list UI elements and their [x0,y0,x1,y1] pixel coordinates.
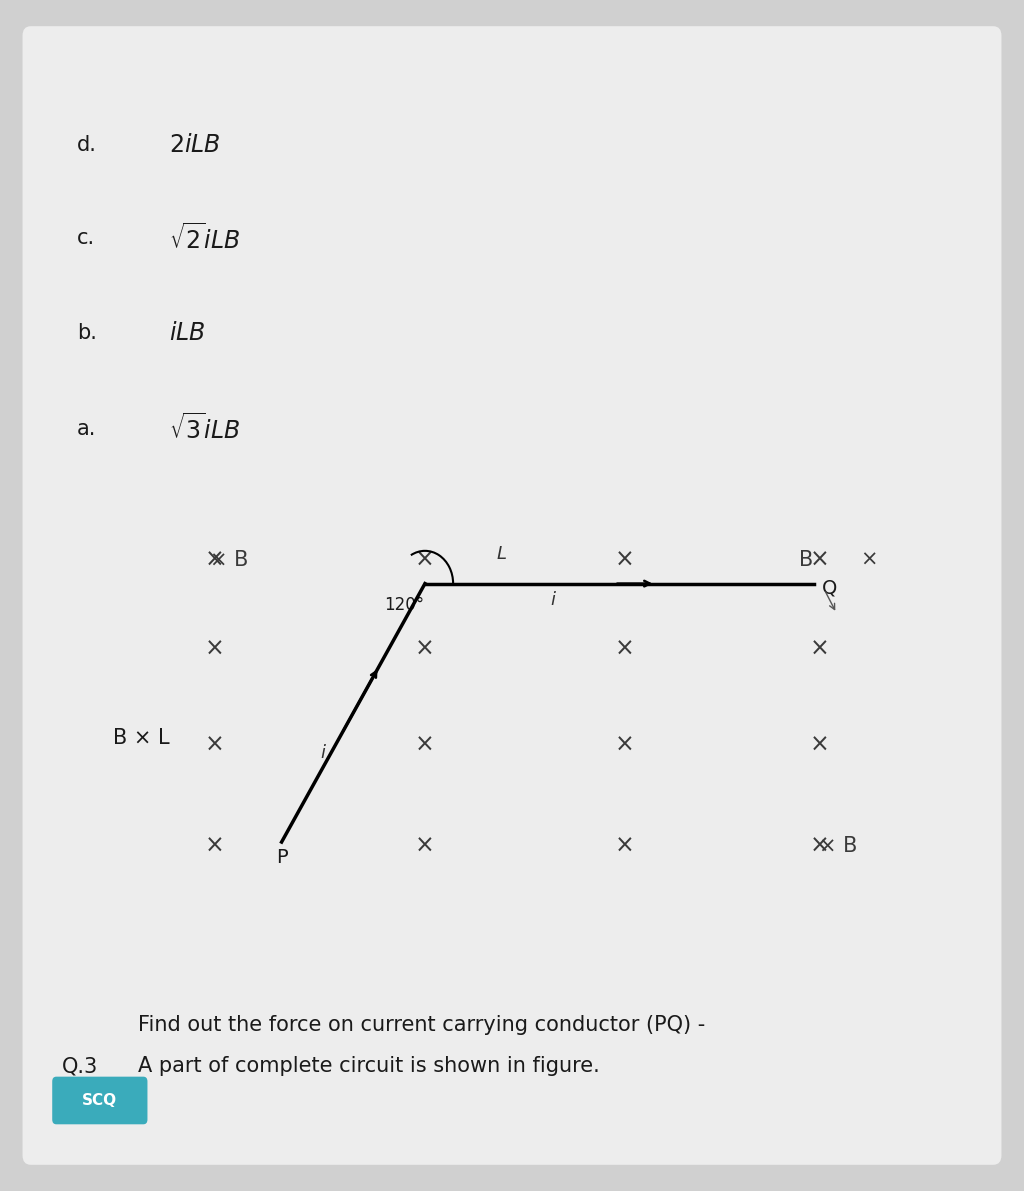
Text: Q: Q [822,579,838,598]
Text: c.: c. [77,229,95,248]
Text: ×: × [809,637,829,661]
FancyBboxPatch shape [52,1077,147,1124]
Text: $iLB$: $iLB$ [169,322,206,345]
Text: ×: × [415,637,435,661]
Text: i: i [321,743,325,762]
Text: ×: × [415,834,435,858]
Text: b.: b. [77,324,96,343]
Text: × B: × B [819,836,857,855]
Text: ×: × [809,548,829,572]
Text: ×: × [614,732,635,756]
Text: ×: × [614,548,635,572]
Text: $2iLB$: $2iLB$ [169,133,220,157]
Text: SCQ: SCQ [82,1093,117,1108]
Text: a.: a. [77,419,96,438]
Text: ×: × [415,732,435,756]
Text: i: i [551,591,555,610]
Text: ×: × [614,834,635,858]
Text: Find out the force on current carrying conductor (PQ) -: Find out the force on current carrying c… [138,1015,706,1035]
Text: ×: × [614,637,635,661]
Text: L: L [497,544,507,563]
Text: ×: × [809,834,829,858]
Text: A part of complete circuit is shown in figure.: A part of complete circuit is shown in f… [138,1056,600,1077]
Text: ×: × [809,732,829,756]
Text: B × L: B × L [113,729,169,748]
Text: $\sqrt{3}iLB$: $\sqrt{3}iLB$ [169,413,240,444]
Text: B: B [799,550,813,569]
Text: ×: × [205,548,225,572]
Text: ×: × [205,637,225,661]
Text: P: P [275,848,288,867]
Text: ×: × [205,732,225,756]
Text: × B: × B [210,550,248,569]
Text: ×: × [415,548,435,572]
Text: $\sqrt{2}iLB$: $\sqrt{2}iLB$ [169,223,240,254]
Text: Q.3: Q.3 [61,1056,97,1077]
Text: 120°: 120° [384,596,424,615]
Text: d.: d. [77,136,96,155]
FancyBboxPatch shape [23,26,1001,1165]
Text: ×: × [860,550,878,569]
Text: ×: × [205,834,225,858]
